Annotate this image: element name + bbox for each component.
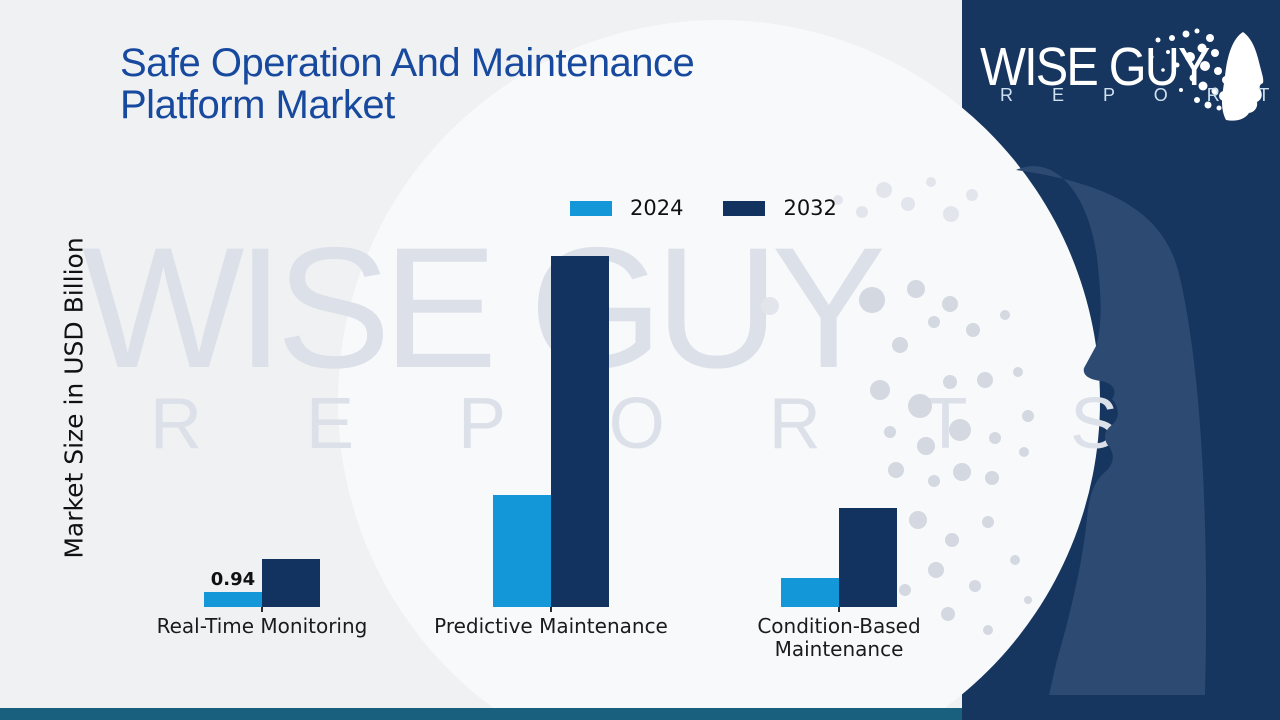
bar-2024-predictive-maintenance [493,495,551,607]
bar-value-label: 0.94 [210,569,256,590]
x-axis-tick [838,607,840,612]
category-label-predictive-maintenance: Predictive Maintenance [434,614,668,638]
page-title: Safe Operation And Maintenance Platform … [120,41,695,127]
bar-2032-real-time-monitoring [262,559,320,607]
bar-2032-condition-based-maintenance [839,508,897,607]
legend-item-2024: 2024 [570,196,683,220]
wise-guy-reports-logo: WISE GUY R E P O R T S [962,0,1280,150]
background-circle [338,20,1100,720]
legend-swatch-2032 [723,200,766,216]
legend-label-2024: 2024 [630,196,684,220]
logo-reports-text: R E P O R T S [1000,85,1280,105]
x-axis-tick [261,607,263,612]
logo-brand-text: WISE GUY [980,37,1210,97]
legend-label-2032: 2032 [783,196,837,220]
legend: 2024 2032 [570,196,837,220]
bar-2024-condition-based-maintenance [781,578,839,607]
legend-swatch-2024 [570,200,612,216]
bar-2024-real-time-monitoring [204,592,262,607]
x-axis-tick [550,607,552,612]
footer-accent-bar [0,708,962,720]
bar-2032-predictive-maintenance [551,256,609,607]
legend-item-2032: 2032 [723,196,837,220]
watermark-brand-text: WISE GUY [82,212,886,404]
category-label-condition-based-maintenance: Condition-Based Maintenance [757,614,921,661]
category-label-real-time-monitoring: Real-Time Monitoring [156,614,368,638]
y-axis-label: Market Size in USD Billion [59,237,89,559]
